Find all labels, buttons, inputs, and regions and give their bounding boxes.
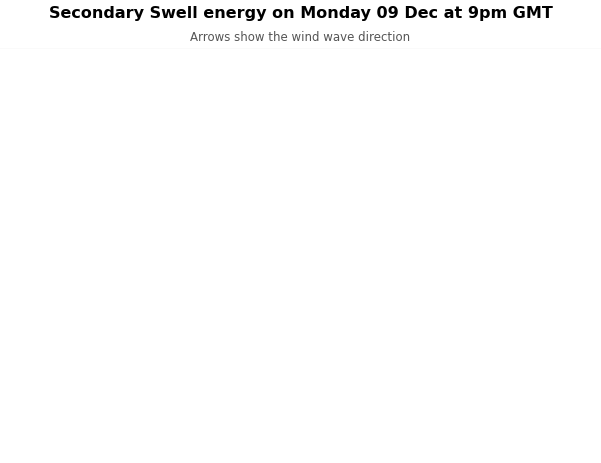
Text: Secondary Swell energy on Monday 09 Dec at 9pm GMT: Secondary Swell energy on Monday 09 Dec … bbox=[49, 6, 552, 21]
Text: cartopy required: cartopy required bbox=[243, 249, 358, 263]
Text: Arrows show the wind wave direction: Arrows show the wind wave direction bbox=[191, 31, 410, 44]
